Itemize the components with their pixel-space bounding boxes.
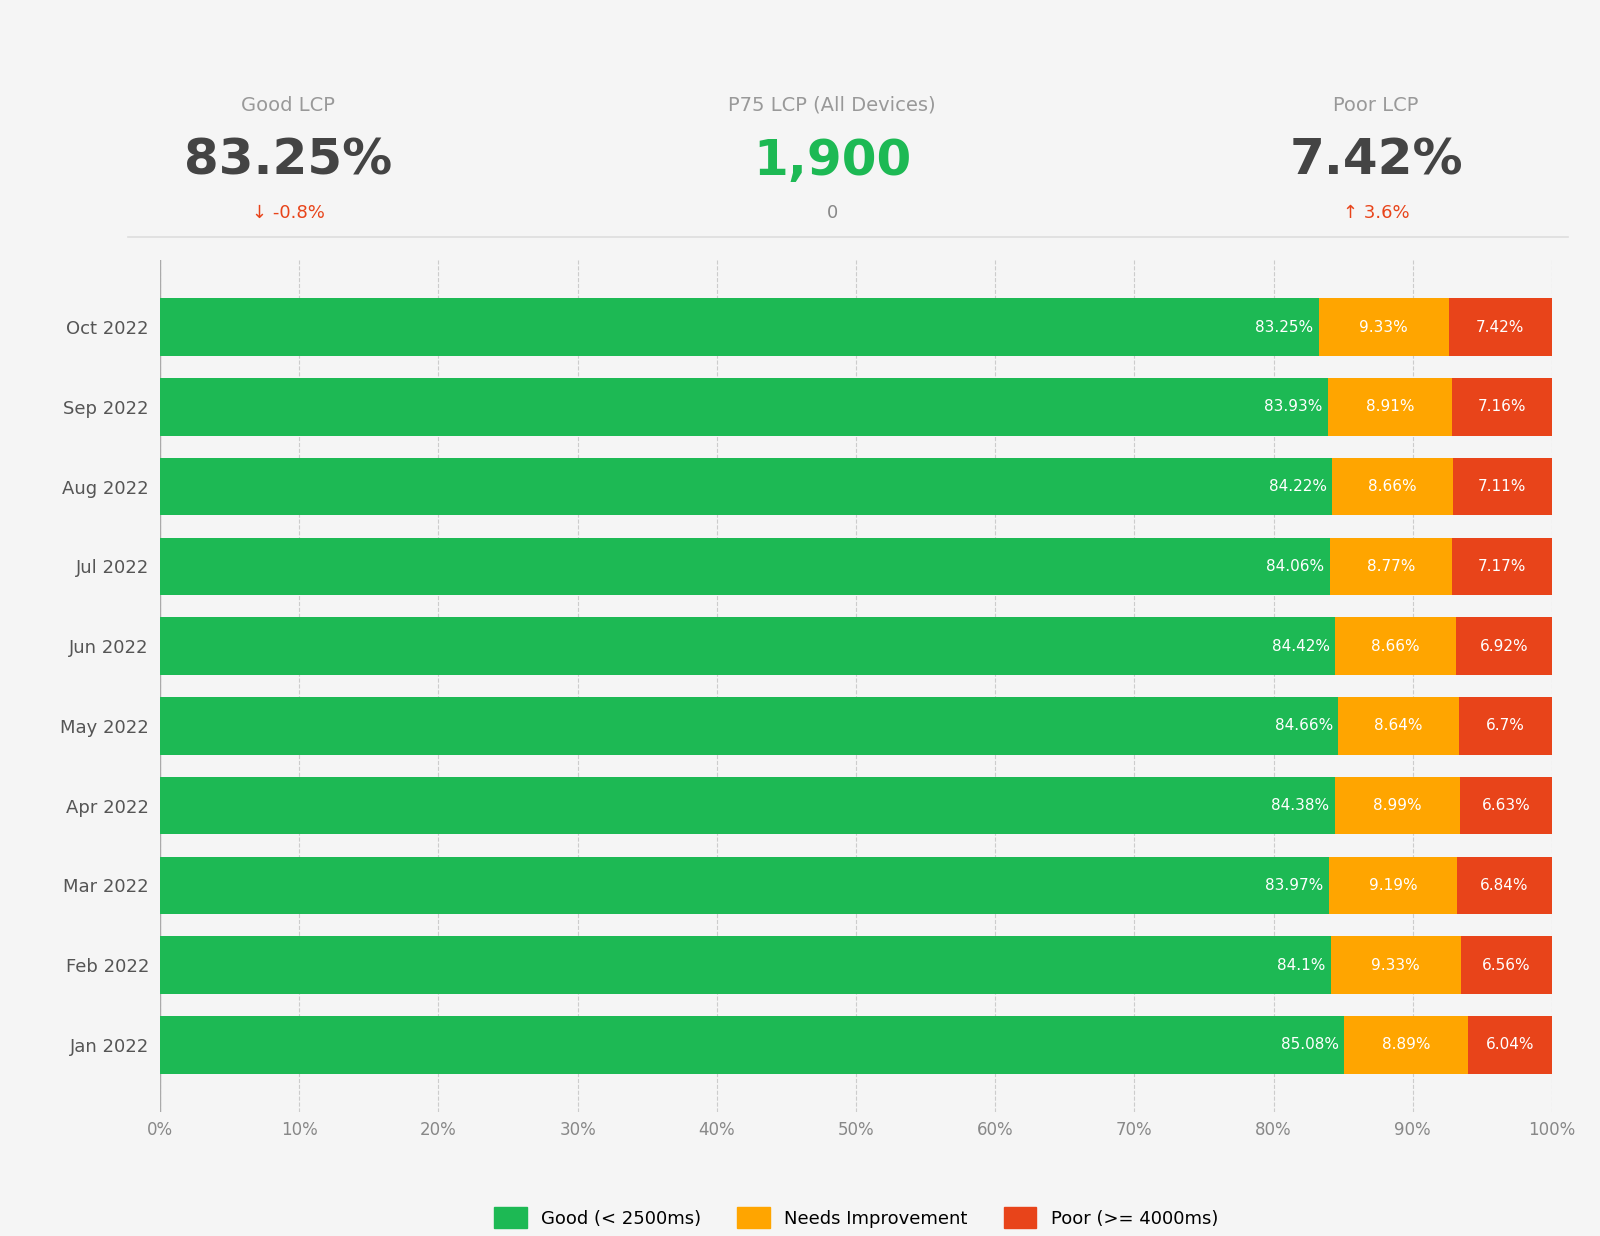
Text: 1,900: 1,900 <box>754 137 910 184</box>
Text: 7.42%: 7.42% <box>1290 137 1462 184</box>
Bar <box>160 697 1339 754</box>
Text: 83.97%: 83.97% <box>1266 878 1323 892</box>
Bar <box>1328 378 1453 435</box>
Bar <box>160 937 1331 994</box>
Text: 84.06%: 84.06% <box>1267 559 1325 574</box>
Bar <box>1469 1016 1552 1074</box>
Text: 6.84%: 6.84% <box>1480 878 1528 892</box>
Bar <box>1333 457 1453 515</box>
Text: 84.66%: 84.66% <box>1275 718 1333 733</box>
Bar <box>1344 1016 1469 1074</box>
Text: 8.91%: 8.91% <box>1366 399 1414 414</box>
Text: 8.66%: 8.66% <box>1368 480 1418 494</box>
Bar <box>160 777 1334 834</box>
Bar <box>160 538 1330 595</box>
Bar <box>1334 618 1456 675</box>
Bar <box>1339 697 1459 754</box>
Bar <box>160 378 1328 435</box>
Bar <box>1334 777 1459 834</box>
Bar <box>1459 777 1552 834</box>
Bar <box>160 457 1333 515</box>
Text: 6.04%: 6.04% <box>1486 1037 1534 1052</box>
Text: 7.16%: 7.16% <box>1478 399 1526 414</box>
Text: 7.11%: 7.11% <box>1478 480 1526 494</box>
Text: 8.64%: 8.64% <box>1374 718 1422 733</box>
Text: ↑ 3.6%: ↑ 3.6% <box>1342 204 1410 221</box>
Text: 8.99%: 8.99% <box>1373 798 1421 813</box>
Text: 8.77%: 8.77% <box>1366 559 1416 574</box>
Text: 7.42%: 7.42% <box>1477 320 1525 335</box>
Text: 83.25%: 83.25% <box>184 137 392 184</box>
Text: P75 LCP (All Devices): P75 LCP (All Devices) <box>728 95 936 115</box>
Bar <box>1330 538 1453 595</box>
Bar <box>1330 857 1456 915</box>
Text: 8.66%: 8.66% <box>1371 639 1419 654</box>
Text: 9.33%: 9.33% <box>1371 958 1419 973</box>
Text: 9.33%: 9.33% <box>1360 320 1408 335</box>
Bar <box>1448 298 1552 356</box>
Bar <box>160 857 1330 915</box>
Text: 85.08%: 85.08% <box>1280 1037 1339 1052</box>
Text: 84.22%: 84.22% <box>1269 480 1326 494</box>
Text: 84.42%: 84.42% <box>1272 639 1330 654</box>
Text: 6.92%: 6.92% <box>1480 639 1528 654</box>
Text: 6.56%: 6.56% <box>1482 958 1531 973</box>
Bar <box>160 618 1334 675</box>
Text: 8.89%: 8.89% <box>1382 1037 1430 1052</box>
Bar <box>1318 298 1448 356</box>
Text: 7.17%: 7.17% <box>1478 559 1526 574</box>
Text: 6.7%: 6.7% <box>1486 718 1525 733</box>
Text: Poor LCP: Poor LCP <box>1333 95 1419 115</box>
Bar <box>1461 937 1552 994</box>
Text: 83.25%: 83.25% <box>1254 320 1314 335</box>
Text: 83.93%: 83.93% <box>1264 399 1323 414</box>
Text: ↓ -0.8%: ↓ -0.8% <box>251 204 325 221</box>
Bar <box>1456 857 1552 915</box>
Bar <box>1453 378 1552 435</box>
Text: 84.1%: 84.1% <box>1277 958 1325 973</box>
Bar <box>1331 937 1461 994</box>
Text: Good LCP: Good LCP <box>242 95 334 115</box>
Bar <box>1459 697 1552 754</box>
Text: 0: 0 <box>826 204 838 221</box>
Bar <box>1453 457 1552 515</box>
Bar <box>1456 618 1552 675</box>
Bar <box>1453 538 1552 595</box>
Text: 6.63%: 6.63% <box>1482 798 1530 813</box>
Bar <box>160 298 1318 356</box>
Legend: Good (< 2500ms), Needs Improvement, Poor (>= 4000ms): Good (< 2500ms), Needs Improvement, Poor… <box>485 1198 1227 1236</box>
Bar <box>160 1016 1344 1074</box>
Text: 84.38%: 84.38% <box>1270 798 1330 813</box>
Text: 9.19%: 9.19% <box>1368 878 1418 892</box>
